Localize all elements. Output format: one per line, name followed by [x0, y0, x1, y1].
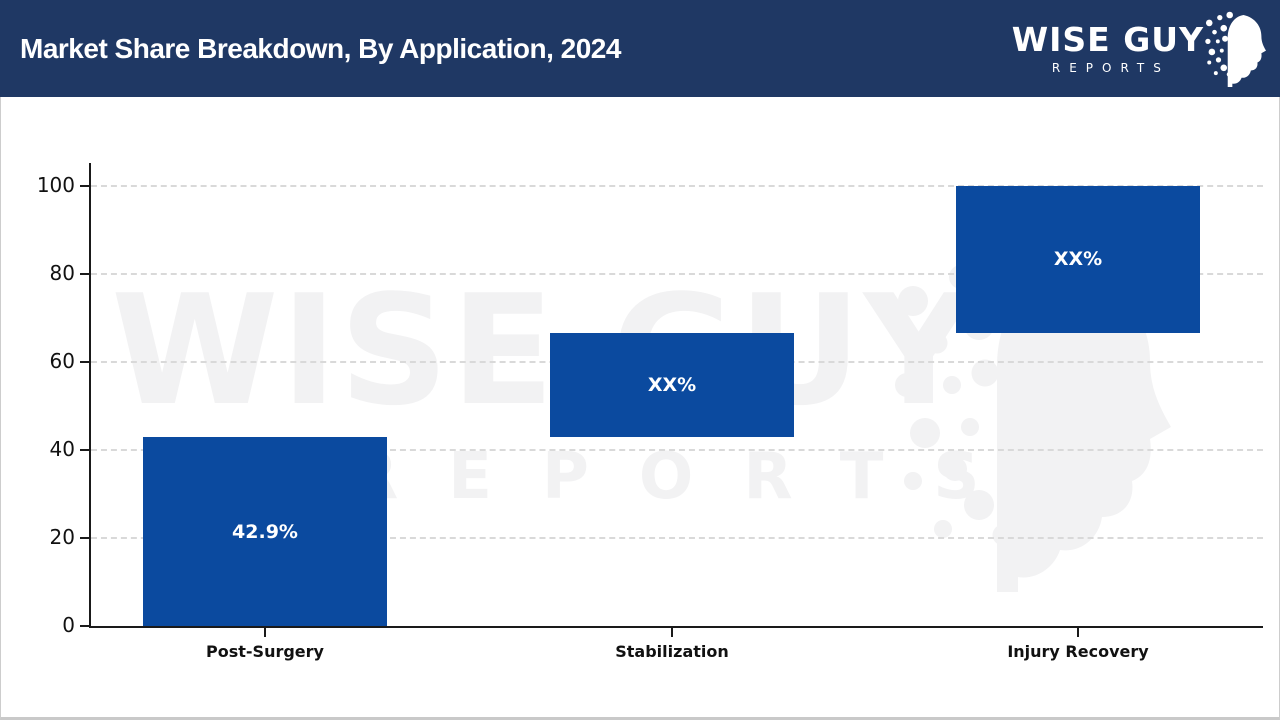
x-tick-2 [1077, 628, 1079, 637]
bar-value-label: XX% [1053, 248, 1103, 271]
bar-1: XX% [550, 332, 794, 438]
y-tick-label-80: 80 [49, 261, 75, 285]
brand-name: WISE GUY [1011, 20, 1204, 59]
bar-value-label: 42.9% [232, 520, 298, 543]
y-tick-label-40: 40 [49, 437, 75, 461]
brand-face-icon [1205, 11, 1266, 87]
x-tick-label-2: Injury Recovery [1007, 642, 1149, 661]
y-tick-label-100: 100 [36, 173, 75, 197]
x-tick-label-1: Stabilization [615, 642, 729, 661]
bar-value-label: XX% [647, 374, 697, 397]
brand-logo: WISE GUY REPORTS [1012, 8, 1266, 90]
x-axis-spine [89, 626, 1263, 628]
y-tick-0 [80, 625, 89, 627]
y-tick-80 [80, 273, 89, 275]
brand-logo-text: WISE GUY REPORTS [1012, 23, 1204, 75]
bar-0: 42.9% [143, 437, 387, 626]
y-tick-label-60: 60 [49, 349, 75, 373]
y-tick-label-0: 0 [62, 613, 75, 637]
gridline-80 [91, 273, 1263, 275]
y-tick-60 [80, 361, 89, 363]
header-bar: Market Share Breakdown, By Application, … [0, 0, 1280, 97]
y-tick-100 [80, 185, 89, 187]
y-tick-label-20: 20 [49, 525, 75, 549]
x-tick-label-0: Post-Surgery [206, 642, 324, 661]
page-title: Market Share Breakdown, By Application, … [20, 32, 621, 64]
gridline-40 [91, 449, 1263, 451]
y-tick-40 [80, 449, 89, 451]
brand-subname: REPORTS [1051, 61, 1170, 75]
x-tick-0 [264, 628, 266, 637]
watermark-subtext: REPORTS [349, 440, 1030, 514]
watermark-brand-text: WISE GUY [111, 262, 976, 439]
x-tick-1 [671, 628, 673, 637]
chart-area: WISE GUY REPORTS 0 20 40 60 80 100 42.9% Post-S… [0, 97, 1280, 720]
gridline-100 [91, 185, 1263, 187]
y-tick-20 [80, 537, 89, 539]
gridline-20 [91, 537, 1263, 539]
y-axis-spine [89, 163, 91, 628]
bar-2: XX% [956, 186, 1200, 333]
